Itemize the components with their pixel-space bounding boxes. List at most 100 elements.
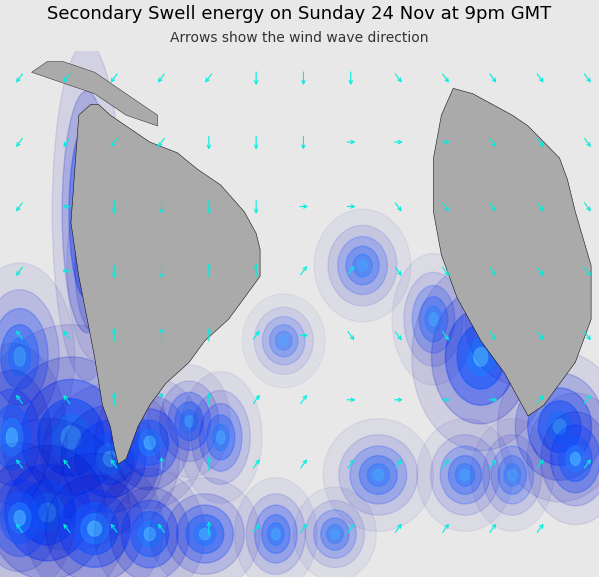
Ellipse shape xyxy=(131,420,169,465)
Ellipse shape xyxy=(404,272,463,366)
Ellipse shape xyxy=(262,515,290,553)
Ellipse shape xyxy=(7,428,17,447)
Ellipse shape xyxy=(207,415,235,460)
Ellipse shape xyxy=(185,415,193,427)
Ellipse shape xyxy=(268,523,284,545)
Ellipse shape xyxy=(194,523,216,545)
Ellipse shape xyxy=(0,479,48,557)
Ellipse shape xyxy=(326,524,343,544)
Ellipse shape xyxy=(457,325,504,389)
Ellipse shape xyxy=(8,503,31,533)
Ellipse shape xyxy=(52,415,90,460)
Ellipse shape xyxy=(89,247,100,284)
Ellipse shape xyxy=(0,464,59,572)
Ellipse shape xyxy=(96,444,124,474)
Ellipse shape xyxy=(144,436,155,449)
Ellipse shape xyxy=(139,521,161,547)
Ellipse shape xyxy=(553,419,566,434)
Ellipse shape xyxy=(550,425,599,493)
Ellipse shape xyxy=(39,503,56,522)
Ellipse shape xyxy=(0,389,40,486)
Ellipse shape xyxy=(131,511,169,557)
Ellipse shape xyxy=(367,464,389,486)
Ellipse shape xyxy=(87,433,134,485)
Ellipse shape xyxy=(515,373,599,480)
Ellipse shape xyxy=(474,347,488,366)
Ellipse shape xyxy=(179,372,262,503)
Ellipse shape xyxy=(339,434,418,515)
Ellipse shape xyxy=(186,515,224,553)
Ellipse shape xyxy=(41,384,179,534)
Ellipse shape xyxy=(0,443,75,577)
Ellipse shape xyxy=(338,237,388,294)
Ellipse shape xyxy=(144,527,155,541)
Ellipse shape xyxy=(61,405,159,512)
Ellipse shape xyxy=(0,445,107,577)
Ellipse shape xyxy=(540,282,548,293)
Ellipse shape xyxy=(0,309,48,405)
Ellipse shape xyxy=(276,331,292,350)
Ellipse shape xyxy=(69,125,104,299)
Ellipse shape xyxy=(501,297,539,342)
Ellipse shape xyxy=(165,494,244,574)
Ellipse shape xyxy=(358,260,367,271)
Ellipse shape xyxy=(350,446,407,504)
Ellipse shape xyxy=(270,325,298,357)
Ellipse shape xyxy=(139,430,161,456)
Ellipse shape xyxy=(321,518,349,550)
Ellipse shape xyxy=(412,263,550,451)
Polygon shape xyxy=(434,88,591,416)
Ellipse shape xyxy=(541,412,599,506)
Ellipse shape xyxy=(0,290,59,424)
Ellipse shape xyxy=(0,325,168,550)
Ellipse shape xyxy=(175,402,203,441)
Ellipse shape xyxy=(262,317,305,365)
Ellipse shape xyxy=(67,171,122,359)
Ellipse shape xyxy=(38,399,104,476)
Ellipse shape xyxy=(294,487,376,577)
Ellipse shape xyxy=(530,268,558,306)
Ellipse shape xyxy=(0,263,75,451)
Ellipse shape xyxy=(254,307,313,374)
Ellipse shape xyxy=(122,409,178,477)
Ellipse shape xyxy=(14,511,25,526)
Ellipse shape xyxy=(1,492,38,544)
Ellipse shape xyxy=(455,464,474,486)
Ellipse shape xyxy=(539,401,581,452)
Ellipse shape xyxy=(104,451,117,466)
Ellipse shape xyxy=(465,253,576,385)
Polygon shape xyxy=(71,104,260,464)
Ellipse shape xyxy=(440,446,490,504)
Ellipse shape xyxy=(191,391,250,484)
Ellipse shape xyxy=(460,469,470,481)
Ellipse shape xyxy=(19,480,75,545)
Ellipse shape xyxy=(353,254,372,277)
Ellipse shape xyxy=(328,225,397,306)
Ellipse shape xyxy=(148,365,231,478)
Ellipse shape xyxy=(483,434,542,515)
Ellipse shape xyxy=(565,445,585,472)
Ellipse shape xyxy=(425,306,442,332)
Ellipse shape xyxy=(515,247,573,327)
Ellipse shape xyxy=(95,377,205,508)
Ellipse shape xyxy=(331,529,339,539)
Ellipse shape xyxy=(431,434,500,515)
Ellipse shape xyxy=(509,306,531,332)
Ellipse shape xyxy=(536,276,552,298)
Ellipse shape xyxy=(498,456,527,494)
Ellipse shape xyxy=(498,351,599,502)
Ellipse shape xyxy=(373,469,384,481)
Ellipse shape xyxy=(81,514,108,544)
Ellipse shape xyxy=(71,503,118,554)
Ellipse shape xyxy=(83,195,90,228)
Ellipse shape xyxy=(314,209,411,322)
Ellipse shape xyxy=(59,490,130,567)
Ellipse shape xyxy=(199,529,210,539)
Ellipse shape xyxy=(412,286,455,353)
Ellipse shape xyxy=(110,396,189,490)
Ellipse shape xyxy=(280,336,288,346)
Ellipse shape xyxy=(429,313,438,326)
Ellipse shape xyxy=(80,178,93,246)
Ellipse shape xyxy=(62,91,111,333)
Ellipse shape xyxy=(503,231,585,343)
